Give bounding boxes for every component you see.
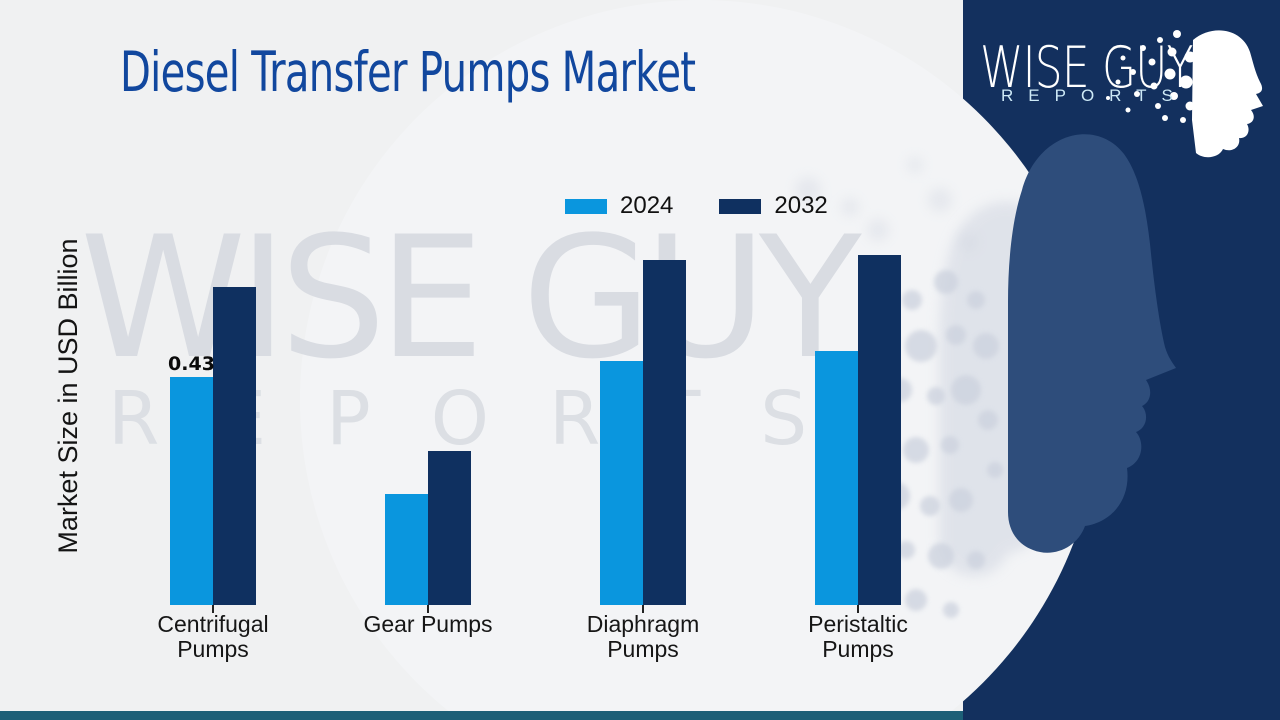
x-axis-tick [427,605,429,613]
y-axis-label: Market Size in USD Billion [53,238,83,554]
category-label: Gear Pumps [363,611,493,637]
legend-swatch-2032 [719,198,762,214]
legend-label-2024: 2024 [620,192,674,219]
bar-2024-diaphragm-pumps [600,361,643,605]
category-label: Centrifugal Pumps [157,611,269,662]
category-label: Diaphragm Pumps [586,611,700,662]
chart-legend: 2024 2032 [565,192,828,220]
bar-2032-diaphragm-pumps [643,260,686,605]
logo-wiseguy-text: WISE GUY [980,35,1193,101]
bar-2032-gear-pumps [428,451,471,605]
x-axis-tick [212,605,214,613]
bar-2032-peristaltic-pumps [858,255,901,605]
chart-title: Diesel Transfer Pumps Market [120,40,696,104]
footer-strip [0,711,963,720]
bar-2032-centrifugal-pumps [213,287,256,605]
bar-2024-gear-pumps [385,494,428,605]
logo-face-icon [1192,30,1263,158]
x-axis-tick [857,605,859,613]
logo-reports-text: REPORTS [1001,86,1188,105]
bar-2024-centrifugal-pumps [170,377,213,605]
legend-label-2032: 2032 [774,192,828,219]
watermark-wiseguy-text: WISE GUY [80,200,862,396]
category-label: Peristaltic Pumps [808,611,908,662]
faint-dots-pattern [795,157,977,251]
panel-face-silhouette [1008,134,1176,553]
bar-value-label: 0.43 [168,353,215,375]
x-axis-tick [642,605,644,613]
bar-2024-peristaltic-pumps [815,351,858,605]
legend-swatch-2024 [565,198,607,214]
